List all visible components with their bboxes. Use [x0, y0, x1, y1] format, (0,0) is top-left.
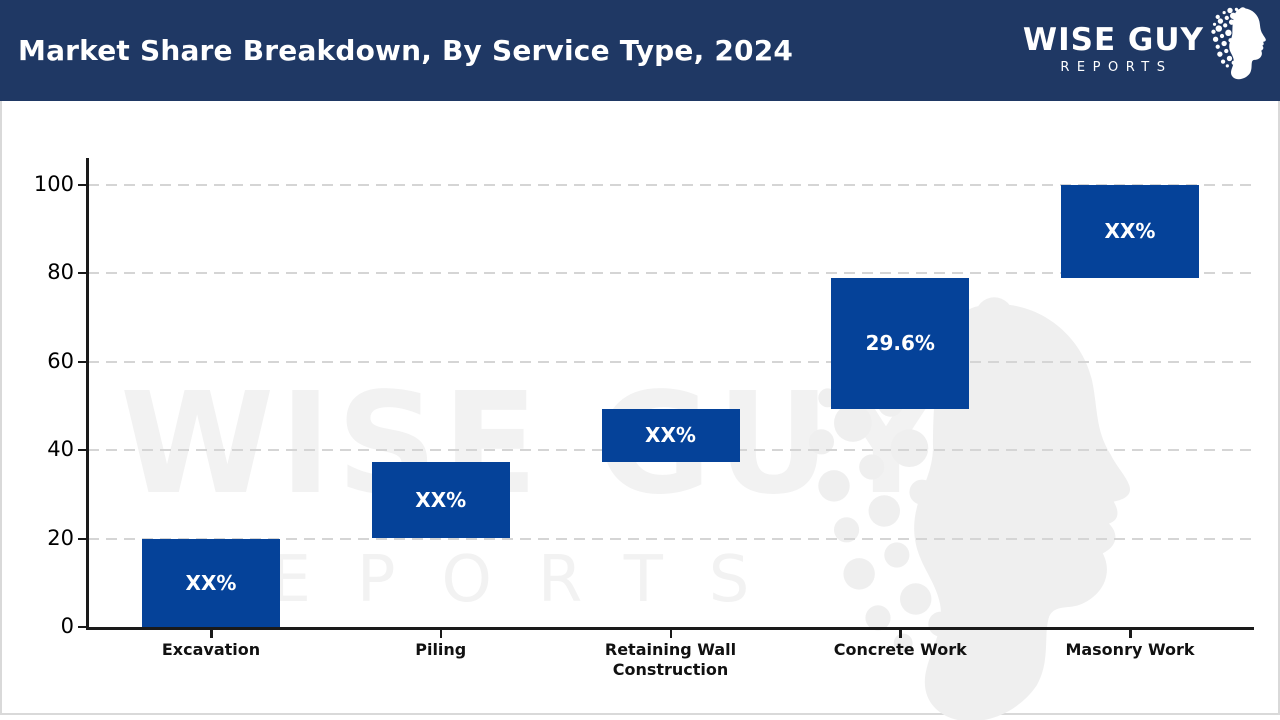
- brand-name-text: WISE GUY: [1022, 22, 1204, 58]
- x-tick-mark: [669, 629, 672, 638]
- watermark-text: WISE GUY: [120, 363, 942, 526]
- x-tick-label: Excavation: [161, 640, 261, 659]
- brand-subtitle-text: REPORTS: [1060, 59, 1173, 75]
- y-tick-label: 20: [47, 525, 74, 550]
- bar-segment: XX%: [142, 538, 280, 627]
- y-tick-mark: [78, 360, 86, 363]
- x-axis: [86, 626, 1254, 630]
- face-logo-icon: [1211, 7, 1266, 80]
- bar-segment: XX%: [371, 461, 510, 539]
- bar-segment: XX%: [601, 408, 740, 462]
- x-tick-mark: [1129, 629, 1132, 638]
- y-tick-label: 80: [47, 260, 74, 284]
- y-tick-mark: [78, 626, 86, 628]
- gridline: [88, 183, 1254, 186]
- page-title: Market Share Breakdown, By Service Type,…: [18, 34, 794, 67]
- x-tick-label: Retaining Wall Construction: [604, 640, 737, 679]
- y-tick-label: 100: [33, 171, 74, 196]
- bar-segment: XX%: [1061, 184, 1199, 278]
- y-tick-label: 0: [60, 614, 74, 638]
- y-tick-mark: [78, 183, 86, 186]
- gridline: [88, 272, 1254, 274]
- y-tick-mark: [78, 272, 86, 274]
- x-tick-mark: [210, 629, 213, 638]
- bar-value-label: XX%: [415, 487, 467, 512]
- x-tick-mark: [899, 629, 902, 638]
- y-tick-mark: [78, 537, 86, 540]
- header-bar: Market Share Breakdown, By Service Type,…: [0, 0, 1280, 101]
- brand-logo: WISE GUY REPORTS: [1023, 6, 1270, 81]
- brand-wordmark: WISE GUY REPORTS: [1023, 24, 1204, 75]
- y-tick-label: 60: [47, 348, 74, 373]
- gridline: [88, 360, 1254, 363]
- bar-value-label: XX%: [1104, 219, 1156, 244]
- x-tick-label: Concrete Work: [833, 640, 967, 659]
- y-tick-mark: [78, 449, 86, 451]
- y-tick-label: 40: [47, 437, 74, 461]
- x-tick-label: Masonry Work: [1065, 640, 1195, 659]
- bar-value-label: 29.6%: [865, 331, 935, 356]
- x-tick-label: Piling: [415, 640, 467, 659]
- x-tick-mark: [439, 629, 443, 638]
- bar-value-label: XX%: [185, 570, 237, 595]
- bar-segment: 29.6%: [831, 277, 970, 409]
- bar-value-label: XX%: [645, 423, 696, 448]
- gridline: [88, 537, 1254, 540]
- y-axis: [86, 158, 89, 630]
